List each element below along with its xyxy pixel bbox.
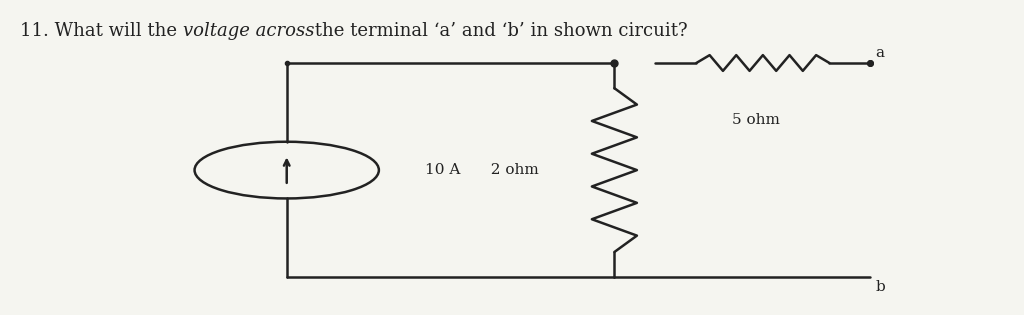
Text: voltage across: voltage across bbox=[182, 22, 314, 40]
Text: 11. What will the: 11. What will the bbox=[20, 22, 183, 40]
Text: 10 A: 10 A bbox=[425, 163, 461, 177]
Text: 5 ohm: 5 ohm bbox=[732, 113, 780, 127]
Text: the terminal ‘a’ and ‘b’ in shown circuit?: the terminal ‘a’ and ‘b’ in shown circui… bbox=[309, 22, 687, 40]
Text: 2 ohm: 2 ohm bbox=[481, 163, 539, 177]
Text: a: a bbox=[876, 46, 885, 60]
Text: b: b bbox=[876, 280, 886, 294]
